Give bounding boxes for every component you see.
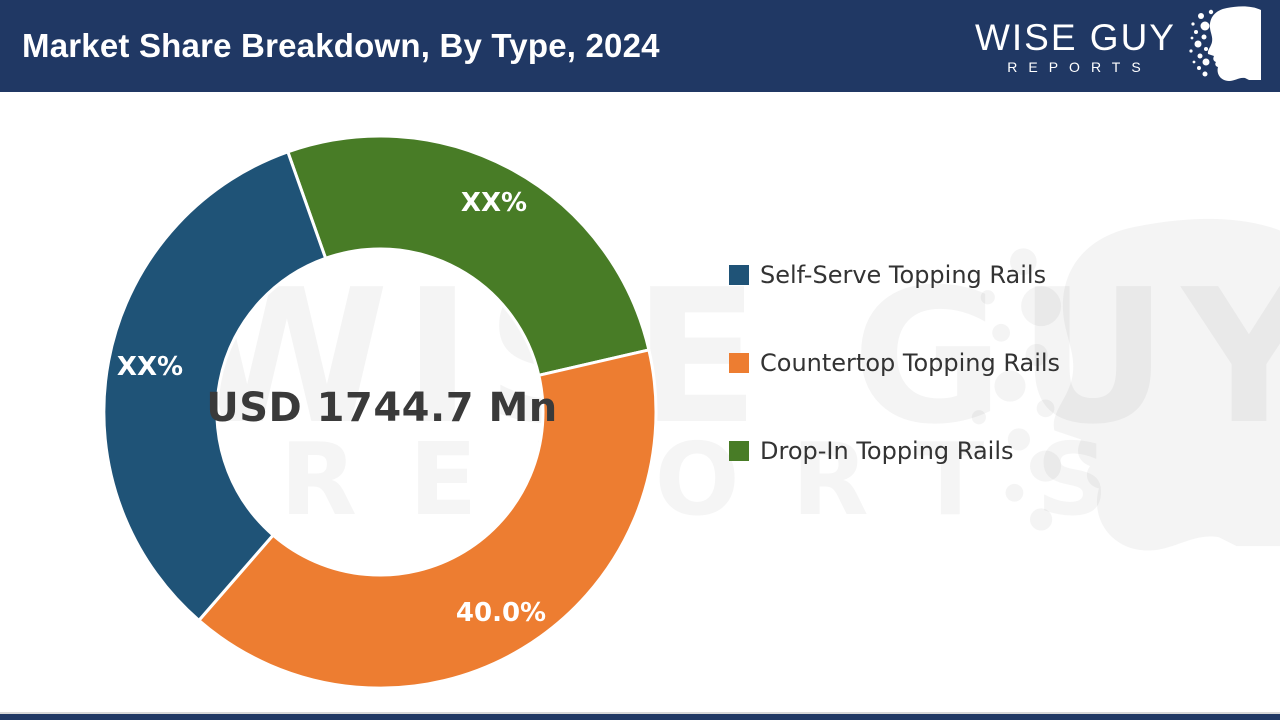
legend-label: Countertop Topping Rails (760, 349, 1061, 377)
legend-item-self-serve[interactable]: Self-Serve Topping Rails (729, 261, 1060, 289)
footer-bar (0, 714, 1280, 720)
logo-wordmark-line2: REPORTS (1007, 58, 1152, 75)
legend-swatch-countertop (729, 353, 749, 373)
logo-wordmark-line1: WISE GUY (974, 16, 1176, 58)
donut-center-value: USD 1744.7 Mn (206, 385, 558, 431)
face-profile-icon (1189, 6, 1261, 81)
slice-countertop-topping-rails[interactable] (197, 348, 658, 690)
slice-label-countertop: 40.0% (455, 598, 547, 628)
footer-divider (0, 712, 1280, 714)
logo-wordmark: WISE GUY REPORTS (975, 19, 1176, 74)
wise-guy-logo: WISE GUY REPORTS (975, 4, 1280, 88)
legend-item-countertop[interactable]: Countertop Topping Rails (729, 349, 1060, 377)
slice-label-drop-in: XX% (460, 188, 528, 218)
legend-label: Self-Serve Topping Rails (760, 261, 1047, 289)
legend-swatch-drop-in (729, 441, 749, 461)
legend: Self-Serve Topping Rails Countertop Topp… (729, 261, 1060, 525)
page-title: Market Share Breakdown, By Type, 2024 (22, 27, 660, 64)
legend-swatch-self-serve (729, 265, 749, 285)
slice-drop-in-topping-rails[interactable] (286, 134, 651, 377)
legend-label: Drop-In Topping Rails (760, 437, 1014, 465)
legend-item-drop-in[interactable]: Drop-In Topping Rails (729, 437, 1060, 465)
slice-label-self-serve: XX% (116, 352, 184, 382)
header: Market Share Breakdown, By Type, 2024 WI… (0, 0, 1280, 92)
slice-self-serve-topping-rails[interactable] (102, 150, 328, 622)
